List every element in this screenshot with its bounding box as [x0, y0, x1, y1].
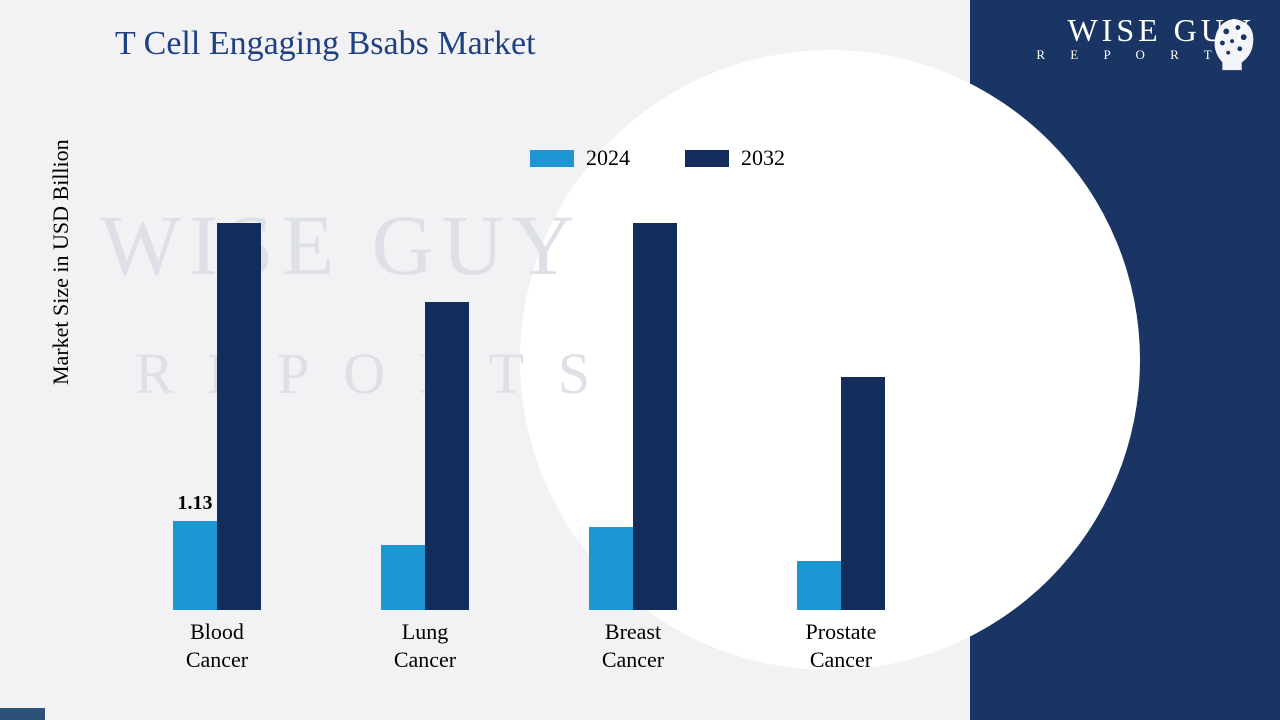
plot-area: BloodCancer1.13LungCancerBreastCancerPro… [155, 200, 955, 610]
bottom-accent [0, 708, 45, 720]
legend: 2024 2032 [530, 145, 785, 171]
bar-2024 [381, 545, 425, 610]
chart-title: T Cell Engaging Bsabs Market [115, 25, 536, 63]
bar-2024 [173, 521, 217, 610]
category-label: ProstateCancer [771, 618, 911, 673]
y-axis-label: Market Size in USD Billion [48, 139, 74, 385]
logo: WISE GUY R E P O R T S [1036, 12, 1255, 63]
swatch-2032 [685, 150, 729, 167]
bar-2024 [797, 561, 841, 610]
category-label: LungCancer [355, 618, 495, 673]
swatch-2024 [530, 150, 574, 167]
bar-2024 [589, 527, 633, 610]
category-label: BloodCancer [147, 618, 287, 673]
head-icon [1205, 14, 1263, 72]
bar-2032 [841, 377, 885, 610]
bar-chart: Market Size in USD Billion 2024 2032 Blo… [60, 145, 980, 675]
bar-2032 [217, 223, 261, 610]
legend-item-2024: 2024 [530, 145, 630, 171]
bar-2032 [633, 223, 677, 610]
value-label: 1.13 [165, 492, 225, 515]
category-label: BreastCancer [563, 618, 703, 673]
bar-2032 [425, 302, 469, 610]
legend-item-2032: 2032 [685, 145, 785, 171]
